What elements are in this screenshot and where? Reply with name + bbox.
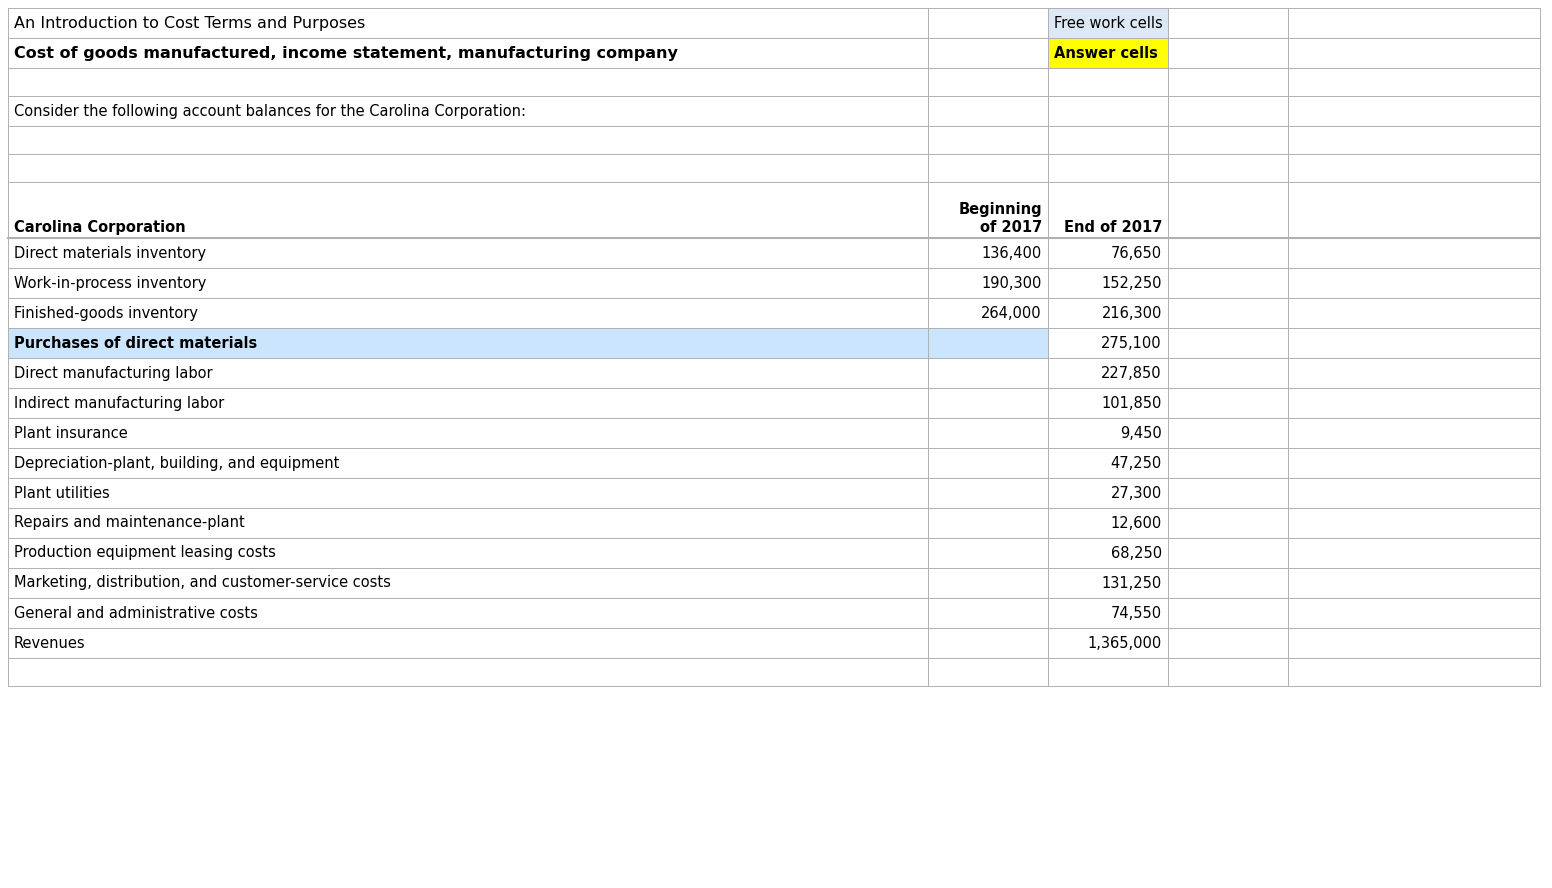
- Text: Plant insurance: Plant insurance: [14, 425, 127, 440]
- Text: Revenues: Revenues: [14, 636, 85, 651]
- Text: General and administrative costs: General and administrative costs: [14, 606, 258, 621]
- Text: 12,600: 12,600: [1111, 516, 1162, 530]
- Text: 152,250: 152,250: [1102, 275, 1162, 290]
- Text: Purchases of direct materials: Purchases of direct materials: [14, 336, 258, 351]
- Bar: [1048, 38, 1169, 68]
- Text: Work-in-process inventory: Work-in-process inventory: [14, 275, 206, 290]
- Text: 68,250: 68,250: [1111, 545, 1162, 560]
- Text: Finished-goods inventory: Finished-goods inventory: [14, 305, 199, 321]
- Bar: [1048, 8, 1169, 38]
- Text: Production equipment leasing costs: Production equipment leasing costs: [14, 545, 276, 560]
- Bar: [8, 328, 1048, 358]
- Text: Cost of goods manufactured, income statement, manufacturing company: Cost of goods manufactured, income state…: [14, 45, 678, 60]
- Text: 1,365,000: 1,365,000: [1088, 636, 1162, 651]
- Text: of 2017: of 2017: [979, 220, 1041, 235]
- Text: 227,850: 227,850: [1102, 366, 1162, 380]
- Text: 136,400: 136,400: [982, 245, 1041, 260]
- Text: Direct materials inventory: Direct materials inventory: [14, 245, 206, 260]
- Text: 216,300: 216,300: [1102, 305, 1162, 321]
- Text: 101,850: 101,850: [1102, 395, 1162, 410]
- Text: An Introduction to Cost Terms and Purposes: An Introduction to Cost Terms and Purpos…: [14, 15, 365, 30]
- Text: 275,100: 275,100: [1102, 336, 1162, 351]
- Text: 47,250: 47,250: [1111, 456, 1162, 471]
- Text: Free work cells: Free work cells: [1054, 15, 1162, 30]
- Text: Repairs and maintenance-plant: Repairs and maintenance-plant: [14, 516, 245, 530]
- Text: 27,300: 27,300: [1111, 486, 1162, 501]
- Text: 76,650: 76,650: [1111, 245, 1162, 260]
- Text: Answer cells: Answer cells: [1054, 45, 1158, 60]
- Text: Plant utilities: Plant utilities: [14, 486, 110, 501]
- Text: 190,300: 190,300: [981, 275, 1041, 290]
- Text: Consider the following account balances for the Carolina Corporation:: Consider the following account balances …: [14, 104, 526, 118]
- Text: 74,550: 74,550: [1111, 606, 1162, 621]
- Text: 9,450: 9,450: [1121, 425, 1162, 440]
- Text: Marketing, distribution, and customer-service costs: Marketing, distribution, and customer-se…: [14, 575, 391, 591]
- Text: Indirect manufacturing labor: Indirect manufacturing labor: [14, 395, 223, 410]
- Text: 264,000: 264,000: [981, 305, 1041, 321]
- Text: Direct manufacturing labor: Direct manufacturing labor: [14, 366, 213, 380]
- Text: Beginning: Beginning: [959, 202, 1041, 217]
- Text: End of 2017: End of 2017: [1063, 220, 1162, 235]
- Text: Carolina Corporation: Carolina Corporation: [14, 220, 186, 235]
- Text: Depreciation-plant, building, and equipment: Depreciation-plant, building, and equipm…: [14, 456, 340, 471]
- Text: 131,250: 131,250: [1102, 575, 1162, 591]
